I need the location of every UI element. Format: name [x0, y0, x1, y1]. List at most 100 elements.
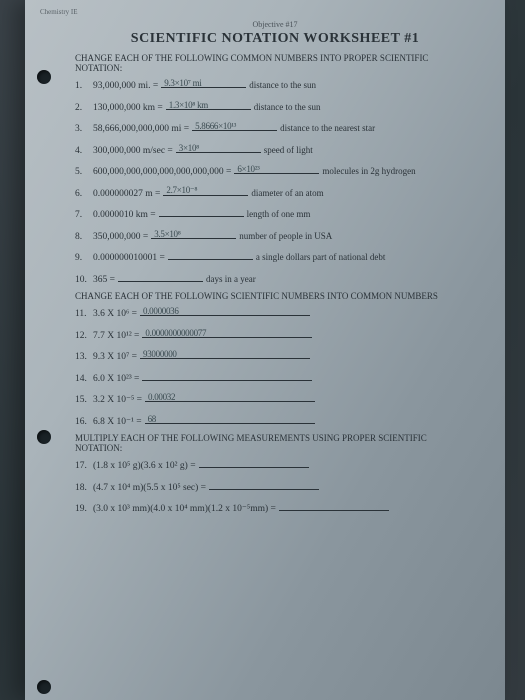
problem-number: 6. — [75, 189, 93, 199]
answer-blank — [142, 369, 312, 381]
problem-text: 0.000000027 m = — [93, 189, 160, 199]
objective-label: Objective #17 — [75, 20, 475, 29]
answer-blank — [199, 456, 309, 468]
problem-description: distance to the nearest star — [280, 123, 375, 133]
problem-number: 15. — [75, 395, 93, 405]
answer-blank: 0.0000036 — [140, 304, 310, 316]
handwritten-answer: 3.5×10⁸ — [154, 229, 180, 239]
section-1-header: CHANGE EACH OF THE FOLLOWING COMMON NUMB… — [75, 53, 475, 73]
problem-text: (4.7 x 10⁴ m)(5.5 x 10⁵ sec) = — [93, 483, 206, 493]
problem-number: 16. — [75, 417, 93, 427]
course-label: Chemistry IE — [40, 8, 78, 16]
problem-row: 10.365 = days in a year — [75, 270, 475, 285]
problem-text: 6.8 X 10⁻¹ = — [93, 416, 142, 427]
answer-blank: 0.0000000000077 — [142, 326, 312, 338]
handwritten-answer: 93000000 — [143, 349, 177, 359]
problem-row: 15.3.2 X 10⁻⁵ = 0.00032 — [75, 390, 475, 405]
answer-blank: 2.7×10⁻⁸ — [163, 184, 248, 196]
handwritten-answer: 1.3×10⁸ km — [169, 100, 208, 110]
answer-blank: 6×10²³ — [234, 162, 319, 174]
answer-blank: 0.00032 — [145, 390, 315, 402]
handwritten-answer: 9.3×10⁷ mi — [164, 78, 201, 88]
problem-text: 300,000,000 m/sec = — [93, 146, 173, 156]
handwritten-answer: 0.00032 — [148, 392, 175, 402]
problem-number: 2. — [75, 103, 93, 113]
problem-number: 9. — [75, 253, 93, 263]
problem-text: (1.8 x 10⁵ g)(3.6 x 10² g) = — [93, 461, 196, 471]
problem-row: 14.6.0 X 10²³ = — [75, 369, 475, 384]
answer-blank — [279, 499, 389, 511]
problem-row: 4.300,000,000 m/sec = 3×10⁸ speed of light — [75, 141, 475, 156]
problem-text: 3.2 X 10⁻⁵ = — [93, 394, 142, 405]
answer-blank — [118, 270, 203, 282]
problem-number: 12. — [75, 331, 93, 341]
handwritten-answer: 2.7×10⁻⁸ — [166, 185, 197, 196]
problem-row: 12.7.7 X 10¹² = 0.0000000000077 — [75, 326, 475, 341]
problem-number: 18. — [75, 483, 93, 493]
problem-text: 600,000,000,000,000,000,000,000 = — [93, 167, 231, 177]
problem-description: length of one mm — [247, 209, 311, 219]
problem-text: 3.6 X 10⁶ = — [93, 309, 137, 319]
binder-hole — [37, 70, 51, 84]
answer-blank: 5.8666×10¹³ — [192, 119, 277, 131]
problem-row: 16.6.8 X 10⁻¹ = 68 — [75, 412, 475, 427]
section-3-header: MULTIPLY EACH OF THE FOLLOWING MEASUREME… — [75, 433, 475, 453]
handwritten-answer: 5.8666×10¹³ — [195, 121, 236, 131]
problem-row: 5.600,000,000,000,000,000,000,000 = 6×10²… — [75, 162, 475, 177]
problem-row: 3.58,666,000,000,000 mi = 5.8666×10¹³ dist… — [75, 119, 475, 134]
answer-blank — [168, 248, 253, 260]
problem-number: 8. — [75, 232, 93, 242]
binder-hole — [37, 680, 51, 694]
problem-number: 1. — [75, 81, 93, 91]
problem-number: 13. — [75, 352, 93, 362]
section-2-header: CHANGE EACH OF THE FOLLOWING SCIENTIFIC … — [75, 291, 475, 301]
answer-blank: 1.3×10⁸ km — [166, 98, 251, 110]
problem-row: 11.3.6 X 10⁶ = 0.0000036 — [75, 304, 475, 319]
problem-row: 8.350,000,000 = 3.5×10⁸ number of people i… — [75, 227, 475, 242]
problem-description: speed of light — [264, 145, 313, 155]
problem-row: 18.(4.7 x 10⁴ m)(5.5 x 10⁵ sec) = — [75, 478, 475, 493]
answer-blank: 68 — [145, 412, 315, 424]
problem-number: 5. — [75, 167, 93, 177]
problem-number: 17. — [75, 461, 93, 471]
problem-text: 130,000,000 km = — [93, 103, 163, 113]
problem-number: 4. — [75, 146, 93, 156]
problem-text: 9.3 X 10⁷ = — [93, 352, 137, 362]
problem-text: 0.0000010 km = — [93, 210, 156, 220]
answer-blank: 93000000 — [140, 347, 310, 359]
problem-row: 9.0.000000010001 = a single dollars part … — [75, 248, 475, 263]
problem-number: 7. — [75, 210, 93, 220]
problem-row: 7.0.0000010 km = length of one mm — [75, 205, 475, 220]
problem-description: molecules in 2g hydrogen — [322, 166, 415, 176]
problem-description: number of people in USA — [239, 231, 332, 241]
handwritten-answer: 68 — [148, 414, 156, 424]
problem-number: 11. — [75, 309, 93, 319]
problem-text: 6.0 X 10²³ = — [93, 374, 139, 384]
problem-text: 93,000,000 mi. = — [93, 81, 158, 91]
problem-row: 2.130,000,000 km =1.3×10⁸ kmdistance to … — [75, 98, 475, 113]
answer-blank — [209, 478, 319, 490]
handwritten-answer: 3×10⁸ — [179, 143, 199, 153]
problem-text: 58,666,000,000,000 mi = — [93, 124, 189, 134]
binder-hole — [37, 430, 51, 444]
problem-row: 19.(3.0 x 10³ mm)(4.0 x 10⁴ mm)(1.2 x 10… — [75, 499, 475, 514]
problem-number: 10. — [75, 275, 93, 285]
answer-blank — [159, 205, 244, 217]
problem-number: 19. — [75, 504, 93, 514]
handwritten-answer: 0.0000036 — [143, 306, 179, 316]
problem-description: a single dollars part of national debt — [256, 252, 385, 262]
problem-row: 13.9.3 X 10⁷ = 93000000 — [75, 347, 475, 362]
handwritten-answer: 6×10²³ — [237, 164, 259, 174]
problem-text: 7.7 X 10¹² = — [93, 331, 139, 341]
problem-text: 365 = — [93, 275, 115, 285]
problem-text: (3.0 x 10³ mm)(4.0 x 10⁴ mm)(1.2 x 10⁻⁵m… — [93, 503, 276, 514]
handwritten-answer: 0.0000000000077 — [145, 328, 206, 338]
answer-blank: 3×10⁸ — [176, 141, 261, 153]
problem-description: days in a year — [206, 274, 256, 284]
problem-text: 350,000,000 = — [93, 232, 148, 242]
problem-number: 3. — [75, 124, 93, 134]
answer-blank: 9.3×10⁷ mi — [161, 76, 246, 88]
problem-text: 0.000000010001 = — [93, 253, 165, 263]
problem-number: 14. — [75, 374, 93, 384]
problem-description: diameter of an atom — [251, 188, 323, 198]
